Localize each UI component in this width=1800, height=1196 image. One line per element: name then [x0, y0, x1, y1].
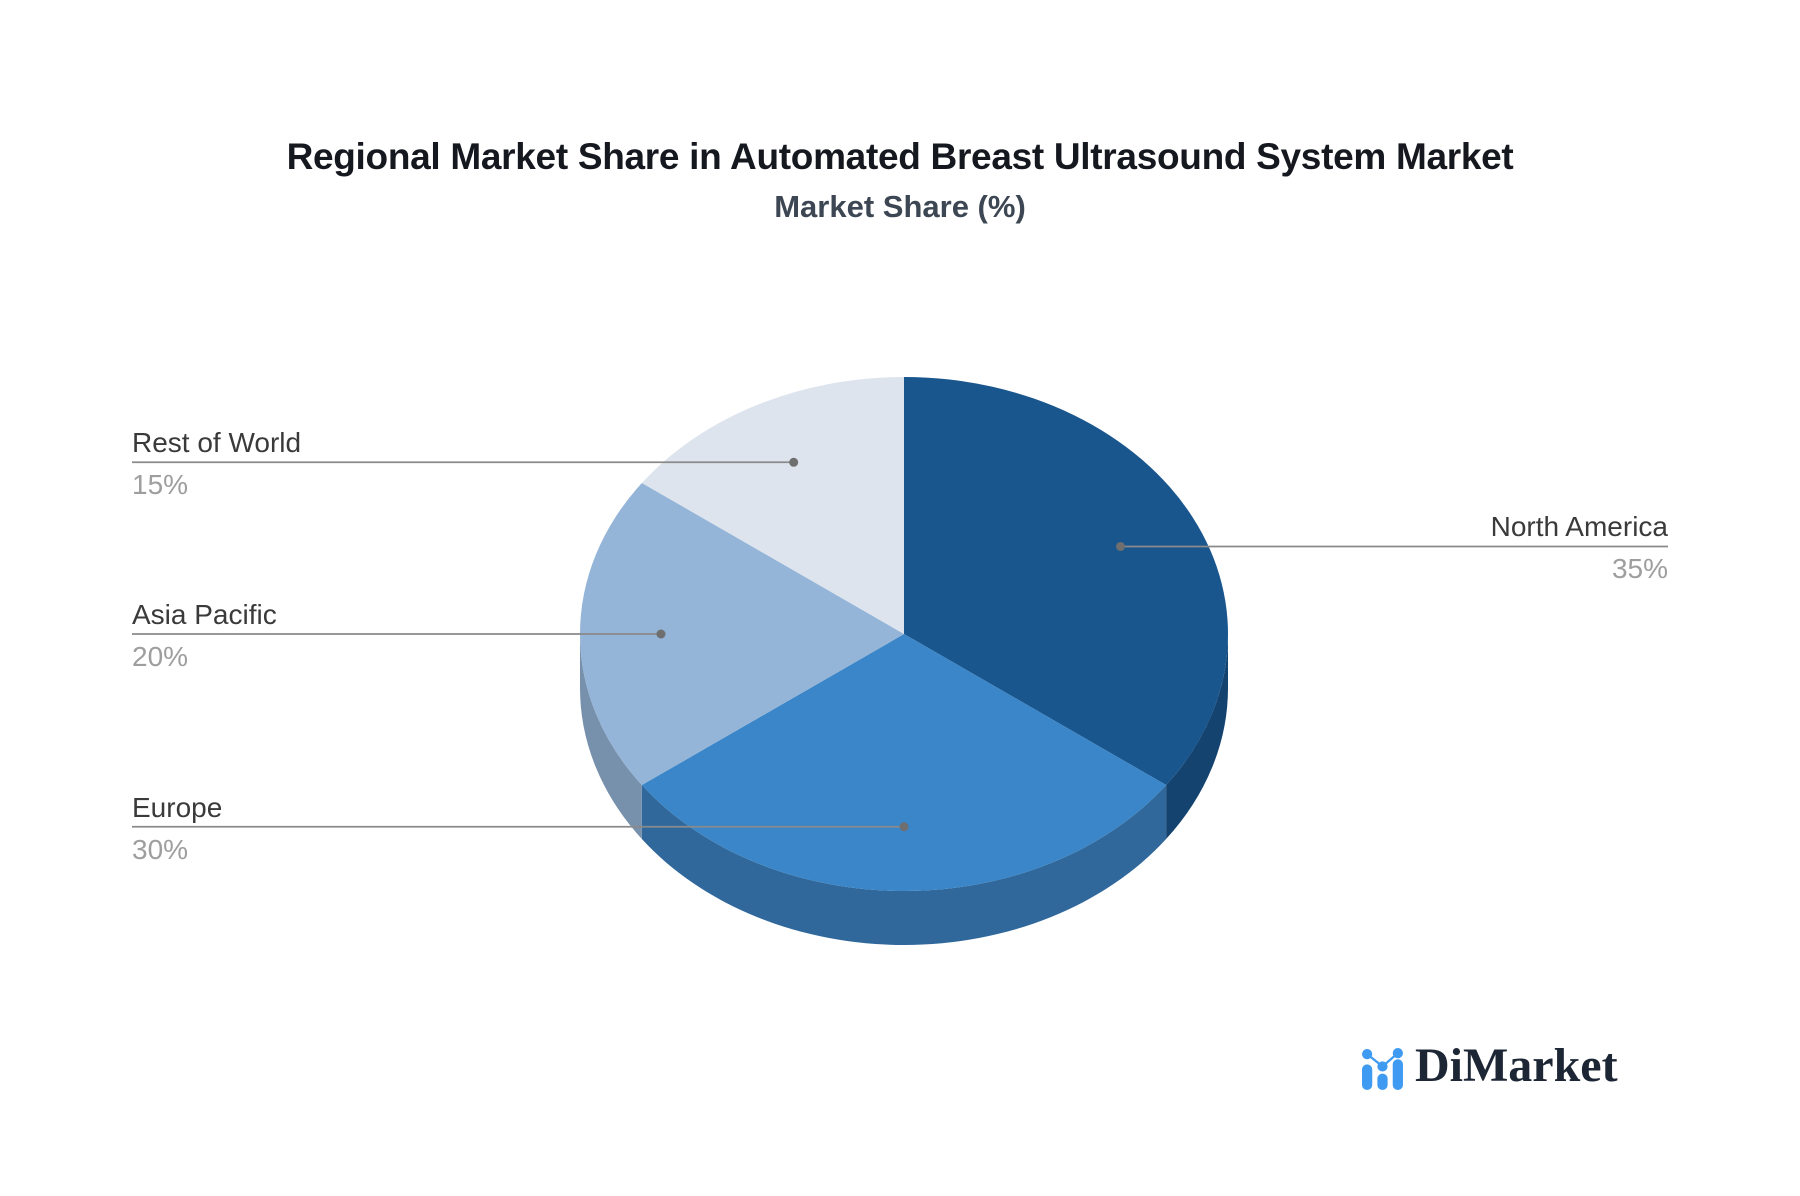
callout-label-rest-of-world: Rest of World: [132, 426, 301, 460]
slice-label: Europe: [132, 792, 223, 823]
callout-value-europe: 30%: [132, 833, 188, 867]
logo: DiMarket: [1362, 1042, 1618, 1090]
chart-title: Regional Market Share in Automated Breas…: [286, 136, 1514, 177]
callout-value-north-america: 35%: [1612, 552, 1668, 586]
callout-label-north-america: North America: [1491, 510, 1668, 544]
logo-text: DiMarket: [1415, 1039, 1618, 1092]
bar-chart-trend-icon: [1362, 1048, 1403, 1090]
callout-dot-rest-of-world: [789, 457, 799, 467]
pie-slice-asia-pacific: [580, 482, 904, 786]
callout-dot-europe: [899, 822, 909, 832]
callout-label-europe: Europe: [132, 791, 222, 825]
pie-slice-side-north-america: [1166, 634, 1228, 840]
slice-label: Rest of World: [132, 427, 302, 458]
pie-slice-rest-of-world: [641, 377, 904, 634]
pie-slice-side-europe: [641, 785, 1167, 945]
slice-label: North America: [1490, 511, 1668, 542]
pie-slice-side-asia-pacific: [580, 634, 642, 840]
callout-dot-north-america: [1116, 541, 1126, 551]
slice-value: 30%: [132, 834, 189, 865]
pie-slice-north-america: [904, 377, 1228, 786]
slice-value: 20%: [132, 641, 189, 672]
chart-subtitle: Market Share (%): [774, 189, 1026, 224]
callout-dot-asia-pacific: [656, 629, 666, 639]
callout-label-asia-pacific: Asia Pacific: [132, 598, 277, 632]
slice-label: Asia Pacific: [132, 599, 277, 630]
callout-value-rest-of-world: 15%: [132, 468, 188, 502]
slice-value: 15%: [132, 469, 189, 500]
slice-value: 35%: [1611, 553, 1668, 584]
callout-value-asia-pacific: 20%: [132, 640, 188, 674]
